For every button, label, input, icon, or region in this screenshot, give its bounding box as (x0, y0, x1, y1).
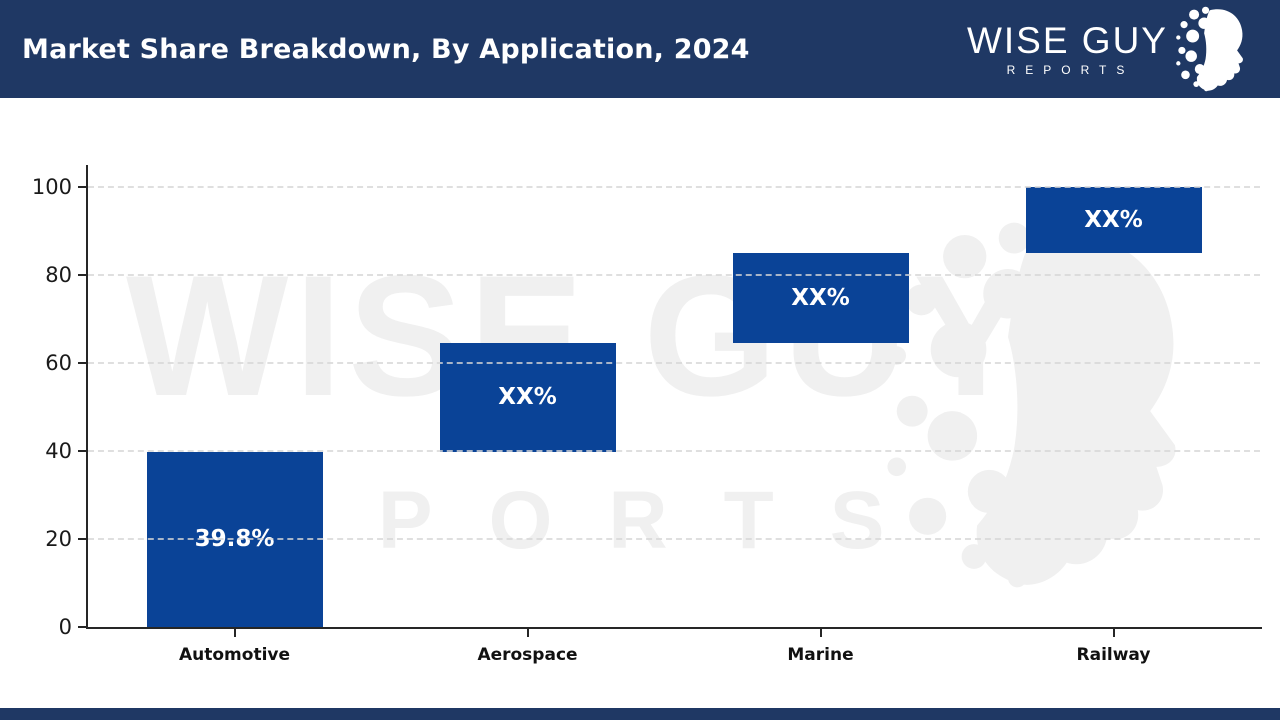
brand-subname: REPORTS (1006, 63, 1135, 77)
bar-value-label: XX% (498, 384, 557, 411)
y-tick (78, 450, 86, 452)
footer-bar (0, 708, 1280, 720)
page-title: Market Share Breakdown, By Application, … (22, 33, 750, 65)
x-tick-label-marine: Marine (787, 645, 854, 665)
brand-logo: WISE GUY REPORTS (967, 6, 1252, 92)
brand-logo-text: WISE GUY REPORTS (967, 22, 1168, 76)
x-tick (526, 629, 529, 637)
gridline-40 (88, 450, 1260, 452)
y-tick-label: 60 (45, 351, 72, 375)
gridline-20 (88, 538, 1260, 540)
x-tick-label-railway: Railway (1076, 645, 1151, 665)
dotted-head-icon (1172, 6, 1252, 92)
x-tick (819, 629, 822, 637)
bar-value-label: XX% (1084, 207, 1143, 233)
y-tick (78, 538, 86, 540)
bar-marine: XX% (732, 253, 909, 343)
bar-aerospace: XX% (439, 342, 616, 452)
y-tick-label: 0 (58, 615, 72, 639)
y-axis-line (86, 165, 88, 629)
gridline-100 (88, 186, 1260, 188)
header-bar: Market Share Breakdown, By Application, … (0, 0, 1280, 98)
x-tick-label-automotive: Automotive (178, 645, 291, 665)
x-tick-label-aerospace: Aerospace (477, 645, 578, 665)
x-tick (233, 629, 236, 637)
y-tick (78, 626, 86, 628)
bar-value-label: XX% (791, 284, 850, 311)
y-tick-label: 40 (45, 439, 72, 463)
y-tick-label: 100 (31, 175, 72, 199)
x-axis-line (86, 627, 1262, 629)
y-tick (78, 274, 86, 276)
gridline-60 (88, 362, 1260, 364)
chart-area: WISE GUY REPORTS 39.8% XX% XX% XX% 0 20 40 60 80… (0, 98, 1280, 708)
gridline-80 (88, 274, 1260, 276)
bar-railway: XX% (1025, 187, 1202, 253)
y-tick (78, 362, 86, 364)
brand-name: WISE GUY (966, 20, 1168, 61)
y-tick-label: 80 (45, 263, 72, 287)
y-tick (78, 186, 86, 188)
y-tick-label: 20 (45, 527, 72, 551)
x-tick (1112, 629, 1115, 637)
